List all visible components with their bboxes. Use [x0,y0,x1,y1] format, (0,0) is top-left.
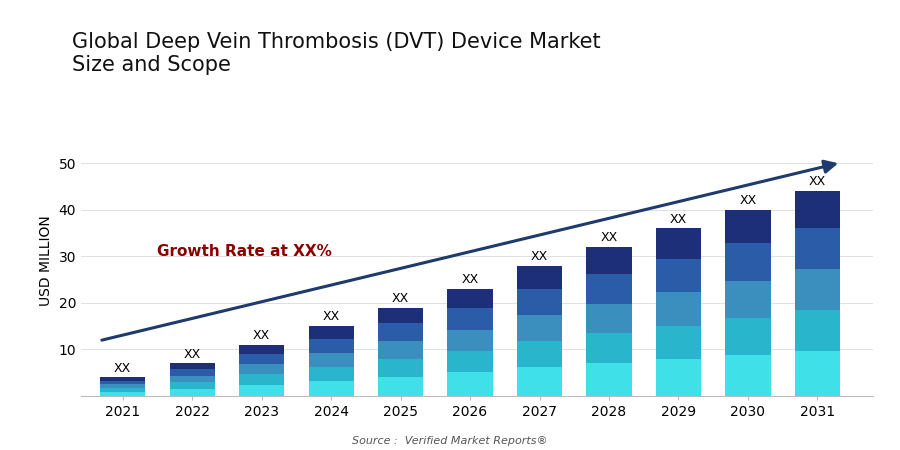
Bar [309,367,354,381]
Bar [239,354,284,364]
Text: XX: XX [739,194,757,207]
Text: Source :  Verified Market Reports®: Source : Verified Market Reports® [352,436,548,446]
Bar [239,385,284,396]
Bar [378,307,423,324]
Text: Global Deep Vein Thrombosis (DVT) Device Market
Size and Scope: Global Deep Vein Thrombosis (DVT) Device… [72,32,600,75]
Bar [587,333,632,363]
Bar [517,341,562,367]
Bar [725,210,770,243]
Bar [517,367,562,396]
Bar [656,259,701,292]
Text: XX: XX [809,176,826,189]
Text: XX: XX [253,329,270,342]
Text: XX: XX [322,310,339,324]
Text: XX: XX [670,212,687,225]
Bar [169,389,215,396]
Text: XX: XX [600,231,617,244]
Y-axis label: USD MILLION: USD MILLION [39,216,53,306]
Bar [309,339,354,353]
Bar [517,266,562,289]
Bar [795,351,840,396]
Text: Growth Rate at XX%: Growth Rate at XX% [158,244,332,259]
Bar [656,229,701,259]
Bar [587,363,632,396]
Bar [378,377,423,396]
Bar [725,355,770,396]
Bar [587,247,632,274]
Bar [100,378,145,381]
Bar [100,388,145,392]
Bar [447,373,492,396]
Text: XX: XX [392,292,410,305]
Bar [239,345,284,354]
Bar [517,289,562,315]
Bar [100,392,145,396]
Text: XX: XX [531,250,548,263]
Bar [309,353,354,367]
Bar [447,289,492,308]
Bar [447,351,492,373]
Bar [447,308,492,329]
Bar [725,280,770,318]
Bar [795,310,840,351]
Bar [795,191,840,228]
Text: XX: XX [114,362,131,374]
Bar [656,292,701,326]
Text: XX: XX [462,273,479,286]
Bar [725,243,770,280]
Bar [587,304,632,333]
Bar [100,381,145,384]
Bar [447,329,492,351]
Bar [517,315,562,341]
Bar [239,374,284,385]
Bar [100,384,145,388]
Bar [169,364,215,369]
Bar [169,369,215,376]
Bar [239,364,284,374]
Bar [378,324,423,341]
Bar [309,326,354,339]
Bar [795,228,840,269]
Bar [795,269,840,310]
Bar [169,376,215,382]
Bar [169,382,215,389]
Bar [656,326,701,359]
Bar [587,274,632,304]
Text: XX: XX [184,347,201,360]
Bar [725,318,770,355]
Bar [309,381,354,396]
Bar [378,341,423,359]
Bar [378,359,423,377]
Bar [656,359,701,396]
